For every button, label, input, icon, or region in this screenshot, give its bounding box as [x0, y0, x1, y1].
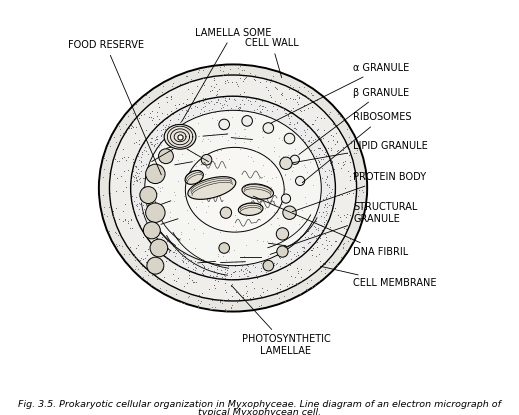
Circle shape [158, 149, 173, 164]
Circle shape [219, 119, 229, 130]
Ellipse shape [188, 177, 236, 199]
Circle shape [284, 133, 295, 144]
Text: β GRANULE: β GRANULE [299, 88, 409, 154]
Text: STRUCTURAL
GRANULE: STRUCTURAL GRANULE [285, 202, 417, 247]
Circle shape [143, 222, 160, 239]
Circle shape [281, 194, 291, 203]
Circle shape [263, 123, 274, 133]
Text: FOOD RESERVE: FOOD RESERVE [68, 40, 161, 175]
Circle shape [146, 164, 165, 183]
Ellipse shape [110, 75, 357, 301]
Ellipse shape [164, 124, 196, 149]
Circle shape [242, 116, 252, 126]
Circle shape [146, 203, 165, 222]
Circle shape [280, 157, 292, 169]
Text: LIPID GRANULE: LIPID GRANULE [292, 141, 428, 163]
Text: PROTEIN BODY: PROTEIN BODY [292, 172, 426, 212]
Circle shape [295, 176, 305, 186]
Circle shape [276, 228, 289, 240]
Ellipse shape [185, 147, 284, 232]
Circle shape [283, 206, 296, 220]
Ellipse shape [99, 64, 367, 312]
Ellipse shape [131, 96, 335, 280]
Ellipse shape [145, 110, 321, 266]
Circle shape [140, 187, 157, 203]
Ellipse shape [185, 171, 203, 184]
Text: LAMELLA SOME: LAMELLA SOME [182, 28, 271, 122]
Circle shape [201, 154, 212, 165]
Circle shape [150, 239, 168, 257]
Text: Fig. 3.5. Prokaryotic cellular organization in Myxophyceae. Line diagram of an e: Fig. 3.5. Prokaryotic cellular organizat… [18, 400, 501, 409]
Text: typical Myxophycean cell.: typical Myxophycean cell. [198, 408, 321, 415]
Circle shape [263, 260, 274, 271]
Circle shape [147, 257, 164, 274]
Ellipse shape [238, 203, 263, 215]
Text: α GRANULE: α GRANULE [271, 63, 409, 123]
Text: CELL WALL: CELL WALL [245, 38, 299, 78]
Text: PHOTOSYNTHETIC
LAMELLAE: PHOTOSYNTHETIC LAMELLAE [231, 286, 331, 356]
Text: CELL MEMBRANE: CELL MEMBRANE [320, 266, 436, 288]
Circle shape [219, 243, 229, 253]
Circle shape [277, 246, 288, 257]
Circle shape [220, 207, 231, 218]
Text: RIBOSOMES: RIBOSOMES [302, 112, 412, 183]
Text: DNA FIBRIL: DNA FIBRIL [253, 196, 408, 256]
Ellipse shape [242, 184, 274, 199]
Circle shape [290, 155, 299, 164]
